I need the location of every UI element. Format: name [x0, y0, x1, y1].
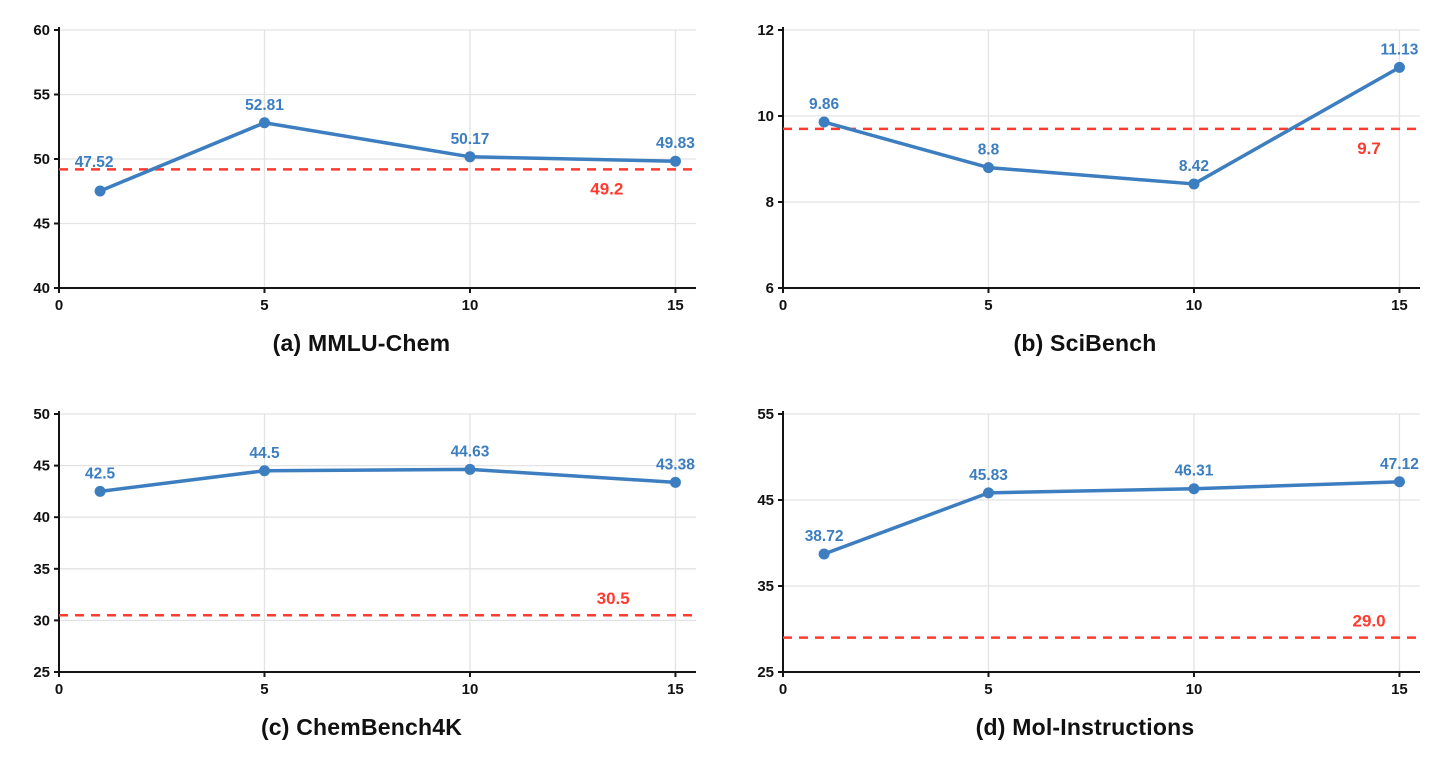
- svg-text:45.83: 45.83: [969, 467, 1008, 484]
- chart-caption-b: (b) SciBench: [1013, 330, 1157, 356]
- svg-text:30.5: 30.5: [597, 589, 630, 608]
- svg-text:35: 35: [33, 561, 50, 578]
- svg-text:47.12: 47.12: [1380, 456, 1419, 473]
- svg-text:55: 55: [757, 406, 774, 423]
- svg-text:49.2: 49.2: [590, 179, 623, 198]
- svg-text:15: 15: [1391, 681, 1408, 698]
- svg-text:55: 55: [33, 87, 50, 104]
- svg-text:50: 50: [33, 151, 50, 168]
- svg-text:60: 60: [33, 22, 50, 39]
- svg-text:25: 25: [33, 664, 50, 681]
- svg-text:8: 8: [765, 194, 773, 211]
- chart-canvas-mol-instructions: 25 35 45 55 0 5 10 15 29.0 38.72 45.83 46.31 47.12: [733, 396, 1438, 704]
- svg-text:25: 25: [757, 664, 774, 681]
- svg-text:45: 45: [33, 216, 50, 233]
- chart-panel-d: 25 35 45 55 0 5 10 15 29.0 38.72 45.83 46.31 47.12 (…: [723, 384, 1447, 768]
- svg-text:52.81: 52.81: [245, 97, 284, 114]
- svg-text:45: 45: [33, 458, 50, 475]
- svg-text:35: 35: [757, 578, 774, 595]
- svg-text:47.52: 47.52: [75, 154, 114, 171]
- svg-text:15: 15: [667, 681, 684, 698]
- svg-text:5: 5: [984, 297, 992, 314]
- svg-text:40: 40: [33, 509, 50, 526]
- svg-text:45: 45: [757, 492, 774, 509]
- svg-text:5: 5: [984, 681, 992, 698]
- svg-text:44.5: 44.5: [249, 445, 280, 462]
- svg-text:5: 5: [260, 297, 268, 314]
- chart-caption-a: (a) MMLU-Chem: [272, 330, 451, 356]
- svg-text:10: 10: [1185, 681, 1202, 698]
- svg-text:10: 10: [757, 108, 774, 125]
- svg-text:30: 30: [33, 612, 50, 629]
- svg-text:0: 0: [55, 681, 63, 698]
- chart-panel-b: 6 8 10 12 0 5 10 15 9.7 9.86 8.8 8.42 11.13 (b) SciB…: [723, 0, 1447, 384]
- svg-text:0: 0: [778, 297, 786, 314]
- svg-text:8.8: 8.8: [977, 142, 999, 159]
- chart-panel-a: 40 45 50 55 60 0 5 10 15 49.2 47.52 52.81 50.17 49.83…: [0, 0, 723, 384]
- chart-canvas-chembench4k: 25 30 35 40 45 50 0 5 10 15 30.5 42.5 44.5 44.63 43.38: [9, 396, 714, 704]
- svg-text:9.7: 9.7: [1357, 139, 1381, 158]
- svg-text:10: 10: [462, 681, 479, 698]
- svg-text:38.72: 38.72: [804, 528, 843, 545]
- svg-text:0: 0: [778, 681, 786, 698]
- svg-text:15: 15: [667, 297, 684, 314]
- svg-text:8.42: 8.42: [1178, 158, 1208, 175]
- svg-text:43.38: 43.38: [656, 456, 695, 473]
- svg-text:15: 15: [1391, 297, 1408, 314]
- svg-text:29.0: 29.0: [1352, 612, 1385, 631]
- svg-text:40: 40: [33, 280, 50, 297]
- svg-text:12: 12: [757, 22, 774, 39]
- svg-text:50.17: 50.17: [451, 131, 490, 148]
- svg-text:10: 10: [1185, 297, 1202, 314]
- svg-text:5: 5: [260, 681, 268, 698]
- svg-text:6: 6: [765, 280, 773, 297]
- chart-panel-c: 25 30 35 40 45 50 0 5 10 15 30.5 42.5 44.5 44.63 43.38…: [0, 384, 723, 768]
- chart-caption-c: (c) ChemBench4K: [260, 714, 463, 740]
- svg-text:44.63: 44.63: [451, 443, 490, 460]
- svg-text:49.83: 49.83: [656, 135, 695, 152]
- svg-text:0: 0: [55, 297, 63, 314]
- svg-text:10: 10: [462, 297, 479, 314]
- svg-text:50: 50: [33, 406, 50, 423]
- chart-canvas-mmlu-chem: 40 45 50 55 60 0 5 10 15 49.2 47.52 52.81 50.17 49.83: [9, 12, 714, 320]
- svg-text:9.86: 9.86: [809, 96, 840, 113]
- svg-text:11.13: 11.13: [1380, 41, 1418, 58]
- svg-text:42.5: 42.5: [85, 465, 116, 482]
- chart-canvas-scibench: 6 8 10 12 0 5 10 15 9.7 9.86 8.8 8.42 11.13: [733, 12, 1438, 320]
- chart-caption-d: (d) Mol-Instructions: [975, 714, 1195, 740]
- svg-text:46.31: 46.31: [1174, 463, 1213, 480]
